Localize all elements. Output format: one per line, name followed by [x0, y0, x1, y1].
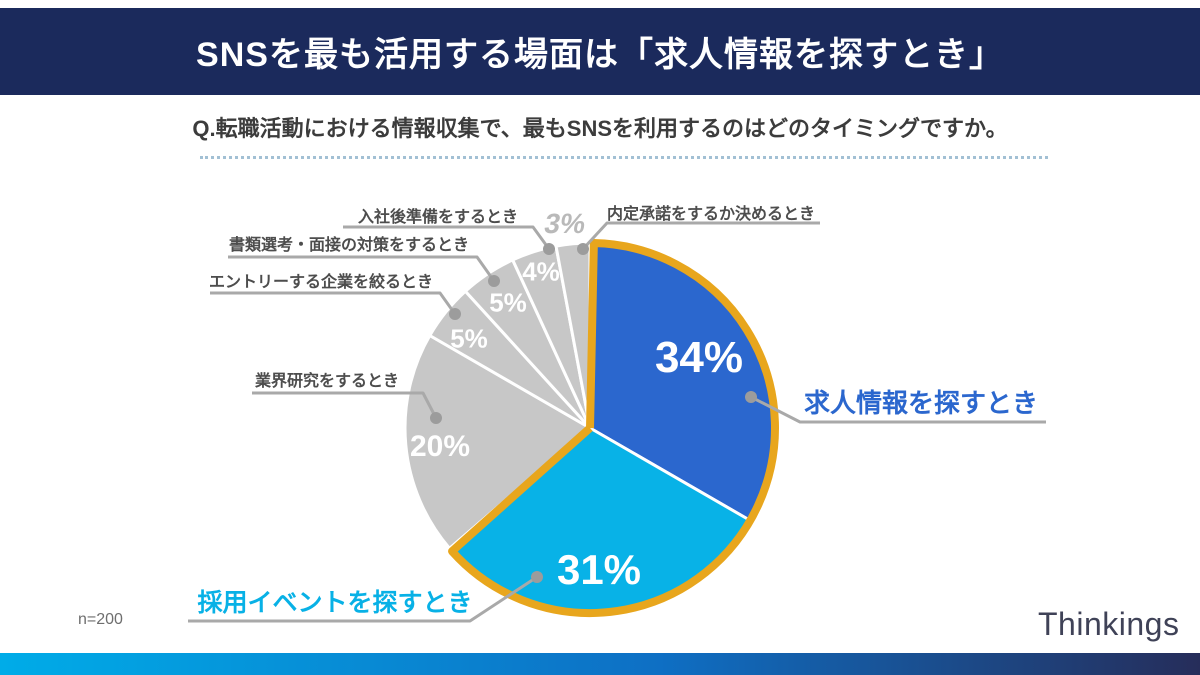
- bottom-gradient-bar: [0, 653, 1200, 675]
- page-title: SNSを最も活用する場面は「求人情報を探すとき」: [196, 36, 1004, 74]
- callout-line-nyusha: [343, 225, 551, 250]
- callout-dots: [430, 243, 757, 583]
- callout-dot-kyujin: [745, 391, 757, 403]
- sample-size-label: n=200: [78, 611, 123, 628]
- pie-value-label: 20%: [409, 430, 471, 463]
- dotted-divider: [200, 156, 1048, 159]
- callout-dot-entry: [449, 308, 461, 320]
- callout-line-gyokai: [252, 391, 438, 419]
- slice-label-gyokai: 業界研究をするとき: [254, 373, 400, 390]
- pie-value-label: 4%: [522, 256, 560, 287]
- slice-label-nyusha: 入社後準備をするとき: [357, 209, 519, 226]
- callout-dot-naitei: [577, 243, 589, 255]
- slice-label-kyujin: 求人情報を探すとき: [803, 388, 1039, 418]
- callout-dot-gyokai: [430, 412, 442, 424]
- slice-label-entry: エントリーする企業を絞るとき: [208, 274, 434, 291]
- survey-question: Q.転職活動における情報収集で、最もSNSを利用するのはどのタイミングですか。: [192, 116, 1008, 141]
- pie-value-label: 31%: [556, 546, 642, 593]
- callout-dot-saiyo: [531, 571, 543, 583]
- gold-highlight-outline: [448, 239, 779, 617]
- thinkings-logo: Thinkings: [1038, 606, 1180, 642]
- callout-lines: [188, 221, 1046, 623]
- callout-line-entry: [210, 291, 457, 315]
- callout-dot-nyusha: [543, 243, 555, 255]
- pie-value-label: 34%: [654, 333, 744, 382]
- pie-slice: [403, 334, 592, 550]
- callout-dot-shorui: [488, 275, 500, 287]
- callout-line-naitei: [581, 221, 820, 251]
- pie-value-label: 3%: [542, 208, 589, 239]
- callout-line-shorui: [228, 255, 496, 282]
- header-band: SNSを最も活用する場面は「求人情報を探すとき」: [0, 8, 1200, 95]
- callout-line-saiyo: [188, 575, 538, 623]
- pie-slices: [403, 239, 779, 617]
- pie-value-label: 5%: [489, 287, 527, 318]
- callout-line-kyujin: [750, 395, 1046, 424]
- slice-label-naitei: 内定承諾をするか決めるとき: [606, 206, 816, 223]
- slice-label-shorui: 書類選考・面接の対策をするとき: [228, 237, 470, 254]
- pie-value-label: 5%: [450, 323, 488, 354]
- slice-label-saiyo: 採用イベントを探すとき: [197, 589, 473, 617]
